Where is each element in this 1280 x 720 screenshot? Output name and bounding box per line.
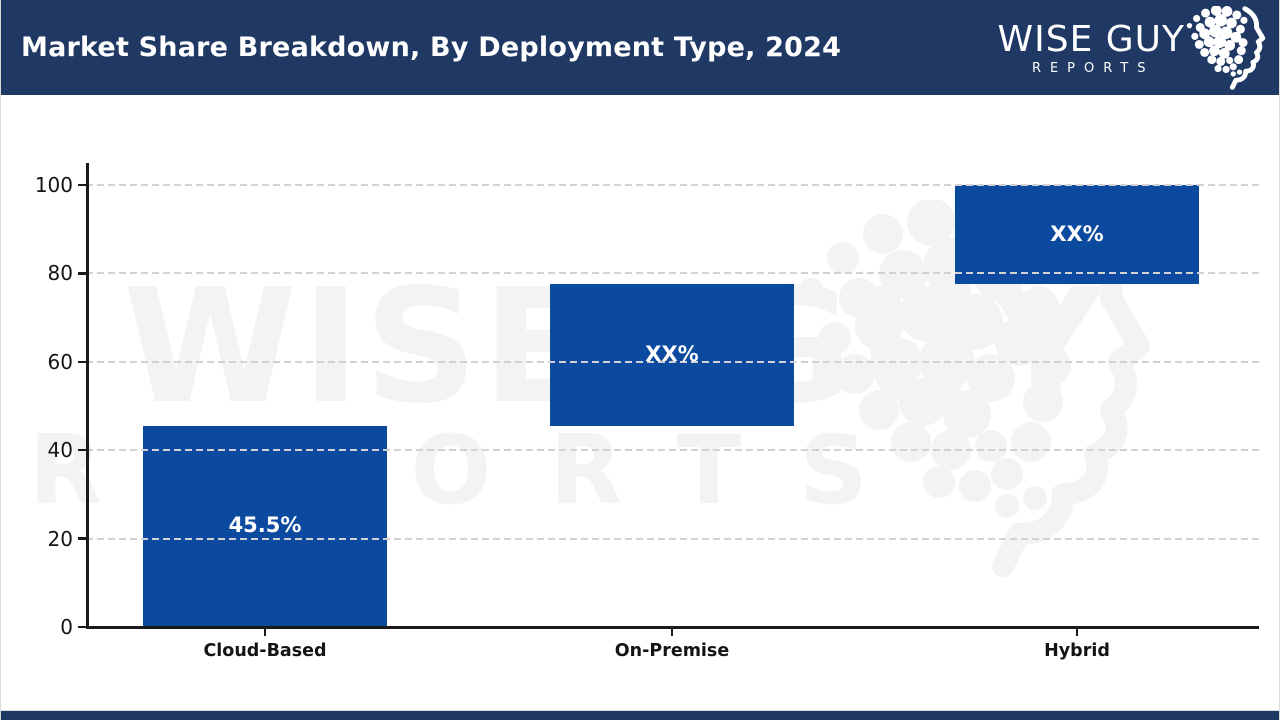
gridline	[86, 360, 1263, 363]
y-tick-label: 60	[47, 349, 73, 374]
bar-value-label: XX%	[645, 342, 699, 367]
y-tick-label: 80	[47, 261, 73, 286]
bar	[143, 425, 387, 627]
y-axis-tick	[78, 625, 86, 629]
x-category-label: Cloud-Based	[203, 641, 327, 661]
gridline	[86, 184, 1263, 186]
logo-wordmark: WISE GUY REPORTS	[997, 19, 1186, 77]
bar-value-label: 45.5%	[228, 513, 302, 538]
x-axis-tick	[1075, 628, 1079, 636]
wise-guy-reports-logo: WISE GUY REPORTS	[998, 4, 1274, 92]
x-axis-tick	[263, 628, 267, 636]
y-axis-tick	[78, 272, 86, 275]
y-axis	[86, 163, 89, 628]
plot-border	[1, 710, 1279, 711]
logo-wise-guy-text: WISE GUY	[997, 19, 1185, 60]
chart-title: Market Share Breakdown, By Deployment Ty…	[21, 32, 842, 63]
y-axis-tick	[78, 448, 86, 452]
bar-value-label: XX%	[1050, 221, 1104, 246]
y-axis-tick	[78, 183, 86, 187]
dotted-face-icon	[1181, 6, 1273, 90]
y-tick-label: 0	[60, 615, 73, 639]
header: Market Share Breakdown, By Deployment Ty…	[1, 0, 1279, 95]
y-tick-label: 20	[47, 526, 73, 551]
x-axis-tick	[670, 628, 674, 636]
y-axis-tick	[78, 537, 86, 540]
gridline	[86, 272, 1263, 275]
gridline	[86, 449, 1263, 452]
x-category-label: On-Premise	[614, 641, 730, 661]
y-tick-label: 100	[34, 173, 73, 197]
x-category-label: Hybrid	[1044, 641, 1110, 661]
gridline	[86, 537, 1263, 540]
footer-bar	[1, 711, 1279, 720]
logo-reports-text: REPORTS	[1031, 61, 1155, 76]
y-tick-label: 40	[47, 438, 73, 463]
bar	[550, 284, 794, 426]
y-axis-tick	[78, 360, 86, 364]
x-axis	[86, 626, 1259, 629]
